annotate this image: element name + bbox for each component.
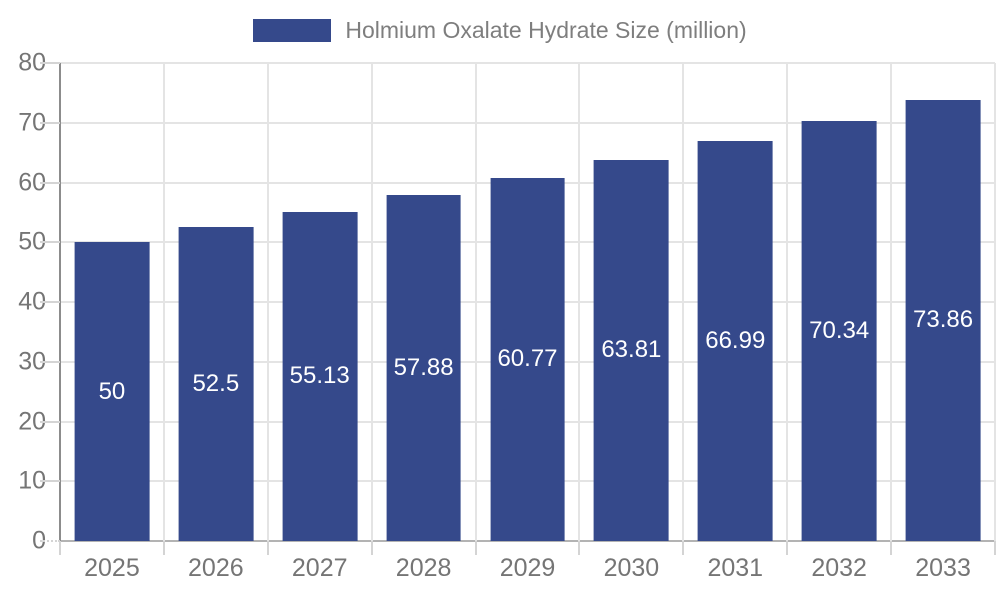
x-tick-label: 2033 <box>915 554 971 582</box>
bar-2030[interactable]: 63.81 <box>593 159 669 541</box>
x-axis-tick <box>266 541 269 555</box>
bar-2031[interactable]: 66.99 <box>697 140 773 541</box>
x-axis-tick <box>474 541 477 555</box>
x-tick-label: 2030 <box>603 554 660 582</box>
x-axis-labels: 2025 2026 2027 2028 2029 2030 2031 2032 2033 <box>60 552 995 592</box>
y-axis-tick <box>40 62 60 64</box>
bar-value-label: 57.88 <box>393 354 454 382</box>
y-axis-tick <box>40 480 60 483</box>
x-axis-tick <box>890 541 893 555</box>
x-axis-tick <box>162 541 165 555</box>
x-tick-label: 2029 <box>499 554 556 582</box>
gridline-vertical <box>682 63 685 541</box>
x-tick-label: 2032 <box>811 554 867 582</box>
bar-value-label: 52.5 <box>192 370 240 398</box>
bar-2028[interactable]: 57.88 <box>386 195 462 541</box>
y-axis-labels: 0 10 20 30 40 50 60 70 80 <box>0 50 46 553</box>
gridline-vertical <box>890 63 893 541</box>
bar-value-label: 55.13 <box>289 362 350 390</box>
bar-2025[interactable]: 50 <box>74 242 150 541</box>
bar-value-label: 63.81 <box>601 336 662 364</box>
x-tick-label: 2031 <box>707 554 764 582</box>
bar-2029[interactable]: 60.77 <box>490 177 565 541</box>
y-axis-line <box>59 63 61 541</box>
y-axis-tick <box>40 301 60 303</box>
gridline-horizontal <box>60 62 995 64</box>
gridline-vertical <box>578 63 581 541</box>
x-tick-label: 2026 <box>188 554 244 582</box>
bar-value-label: 50 <box>98 377 126 405</box>
x-axis-tick <box>59 541 61 555</box>
x-tick-label: 2025 <box>84 554 140 582</box>
x-axis-tick <box>994 541 996 555</box>
x-tick-label: 2028 <box>395 554 452 582</box>
bar-2032[interactable]: 70.34 <box>801 120 877 541</box>
x-axis-tick <box>578 541 581 555</box>
bar-2033[interactable]: 73.86 <box>905 99 981 541</box>
bar-2026[interactable]: 52.5 <box>178 227 254 541</box>
y-tick-label: 0 <box>32 526 46 555</box>
y-axis-tick <box>40 540 60 542</box>
gridline-vertical <box>266 63 269 541</box>
bar-value-label: 60.77 <box>497 345 558 373</box>
gridline-vertical <box>994 63 996 541</box>
gridline-horizontal <box>60 121 995 124</box>
x-axis-tick <box>370 541 373 555</box>
x-axis-line <box>60 540 995 542</box>
gridline-vertical <box>162 63 165 541</box>
bar-2027[interactable]: 55.13 <box>282 211 358 541</box>
y-axis-tick <box>40 181 60 184</box>
x-axis-tick <box>786 541 789 555</box>
gridline-vertical <box>786 63 789 541</box>
plot-area: 50 52.5 55.13 57.88 60.77 63.81 66.99 70.34 73.8… <box>40 62 996 555</box>
x-axis-tick <box>682 541 685 555</box>
legend-swatch <box>253 19 332 43</box>
bar-value-label: 70.34 <box>809 316 870 344</box>
legend[interactable]: Holmium Oxalate Hydrate Size (million) <box>0 17 1000 43</box>
gridline-vertical <box>474 63 477 541</box>
bar-value-label: 66.99 <box>705 326 766 354</box>
x-tick-label: 2027 <box>291 554 348 582</box>
y-axis-tick <box>40 121 60 124</box>
legend-label: Holmium Oxalate Hydrate Size (million) <box>345 17 747 43</box>
y-axis-tick <box>40 241 60 244</box>
bar-value-label: 73.86 <box>913 306 974 334</box>
y-axis-tick <box>40 420 60 423</box>
gridline-vertical <box>370 63 373 541</box>
y-axis-tick <box>40 360 60 363</box>
